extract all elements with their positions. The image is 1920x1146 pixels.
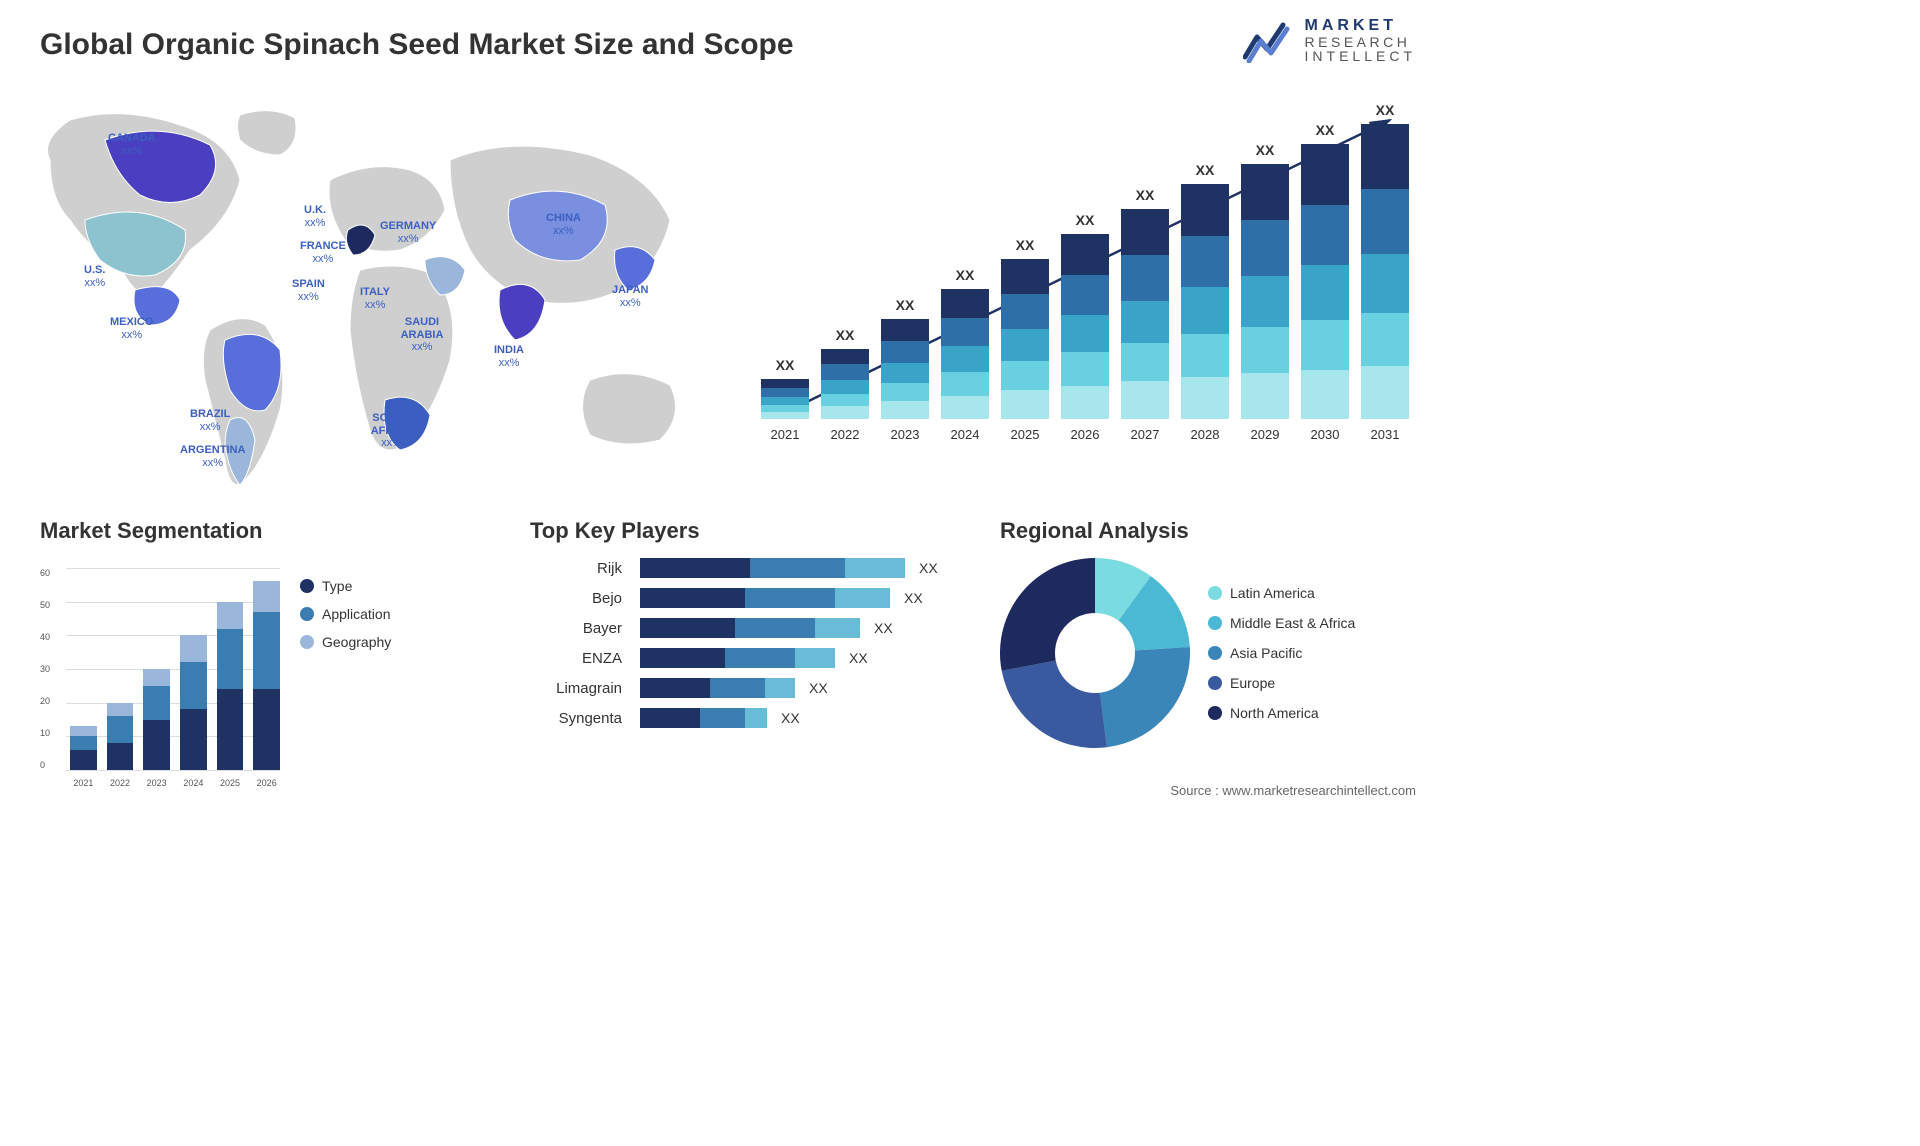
main-bar-2030: XX2030 <box>1301 122 1349 442</box>
main-bar-2031: XX2031 <box>1361 102 1409 442</box>
ra-legend-middleeastafrica: Middle East & Africa <box>1208 615 1355 631</box>
map-label-spain: SPAINxx% <box>292 278 325 303</box>
map-label-canada: CANADAxx% <box>108 132 156 157</box>
brand-logo: MARKET RESEARCH INTELLECT <box>1243 18 1416 64</box>
kp-row-enza: ENZAXX <box>530 648 970 668</box>
kp-row-limagrain: LimagrainXX <box>530 678 970 698</box>
source-label: Source : www.marketresearchintellect.com <box>1170 783 1416 798</box>
main-bar-2025: XX2025 <box>1001 237 1049 442</box>
seg-bar-2026 <box>253 581 280 770</box>
seg-legend-geography: Geography <box>300 634 391 650</box>
main-bar-2028: XX2028 <box>1181 162 1229 442</box>
map-label-china: CHINAxx% <box>546 212 581 237</box>
seg-bar-2025 <box>217 602 244 770</box>
map-label-italy: ITALYxx% <box>360 286 390 311</box>
market-size-chart: XX2021XX2022XX2023XX2024XX2025XX2026XX20… <box>760 100 1410 470</box>
key-players-title: Top Key Players <box>530 518 970 544</box>
logo-line-3: INTELLECT <box>1305 49 1416 64</box>
main-bar-2024: XX2024 <box>941 267 989 442</box>
page-title: Global Organic Spinach Seed Market Size … <box>40 28 794 62</box>
logo-line-2: RESEARCH <box>1305 35 1416 50</box>
kp-row-syngenta: SyngentaXX <box>530 708 970 728</box>
main-bar-2026: XX2026 <box>1061 212 1109 442</box>
map-label-brazil: BRAZILxx% <box>190 408 230 433</box>
main-bar-2029: XX2029 <box>1241 142 1289 442</box>
map-label-us: U.S.xx% <box>84 264 105 289</box>
map-label-india: INDIAxx% <box>494 344 524 369</box>
regional-donut-chart <box>1000 558 1190 748</box>
segmentation-title: Market Segmentation <box>40 518 440 544</box>
ra-legend-asiapacific: Asia Pacific <box>1208 645 1355 661</box>
logo-line-1: MARKET <box>1305 18 1416 35</box>
map-label-mexico: MEXICOxx% <box>110 316 153 341</box>
kp-row-bejo: BejoXX <box>530 588 970 608</box>
ra-legend-latinamerica: Latin America <box>1208 585 1355 601</box>
ra-legend-europe: Europe <box>1208 675 1355 691</box>
map-label-uk: U.K.xx% <box>304 204 326 229</box>
main-bar-2023: XX2023 <box>881 297 929 442</box>
seg-legend-application: Application <box>300 606 391 622</box>
seg-bar-2024 <box>180 635 207 770</box>
world-map: CANADAxx% U.S.xx% MEXICOxx% BRAZILxx% ARGENT… <box>30 100 710 500</box>
map-label-saudiarabia: SAUDI ARABIAxx% <box>392 316 452 354</box>
kp-row-rijk: RijkXX <box>530 558 970 578</box>
main-bar-2022: XX2022 <box>821 327 869 442</box>
segmentation-chart: 6050403020100 202120222023202420252026 <box>40 558 280 788</box>
key-players-section: Top Key Players RijkXX BejoXX BayerXX ENZAX… <box>530 518 970 738</box>
map-label-japan: JAPANxx% <box>612 284 648 309</box>
main-bar-2021: XX2021 <box>761 357 809 442</box>
seg-legend-type: Type <box>300 578 391 594</box>
logo-mark-icon <box>1243 19 1295 63</box>
segmentation-section: Market Segmentation 6050403020100 202120… <box>40 518 440 788</box>
seg-bar-2023 <box>143 669 170 770</box>
segmentation-legend: Type Application Geography <box>300 578 391 788</box>
map-label-southafrica: SOUTH AFRICAxx% <box>364 412 419 450</box>
ra-legend-northamerica: North America <box>1208 705 1355 721</box>
map-label-germany: GERMANYxx% <box>380 220 436 245</box>
map-label-argentina: ARGENTINAxx% <box>180 444 245 469</box>
regional-title: Regional Analysis <box>1000 518 1420 544</box>
main-bar-2027: XX2027 <box>1121 187 1169 442</box>
seg-bar-2022 <box>107 703 134 770</box>
kp-row-bayer: BayerXX <box>530 618 970 638</box>
regional-legend: Latin America Middle East & Africa Asia Pa… <box>1208 585 1355 721</box>
seg-bar-2021 <box>70 726 97 770</box>
regional-section: Regional Analysis Latin America Middle Ea… <box>1000 518 1420 748</box>
map-label-france: FRANCExx% <box>300 240 346 265</box>
